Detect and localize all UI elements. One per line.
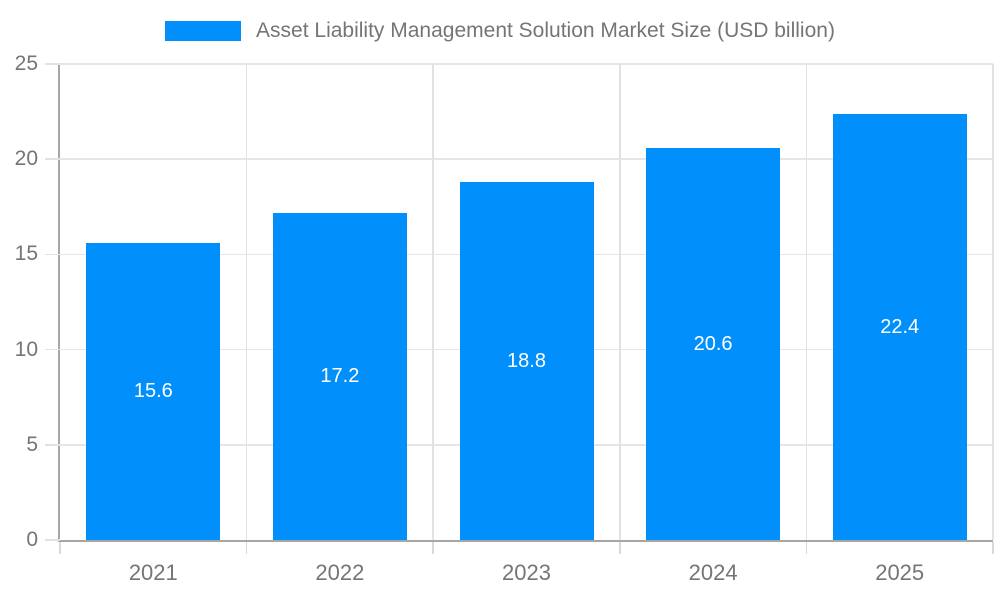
y-tick: [45, 158, 60, 160]
legend-swatch: [165, 21, 242, 41]
y-tick-label: 0: [26, 528, 38, 551]
x-gridline: [245, 64, 248, 540]
y-tick-label: 20: [14, 147, 38, 171]
y-tick-label: 15: [14, 242, 38, 266]
x-tick-label: 2022: [315, 560, 365, 585]
y-tick: [45, 348, 60, 351]
bar-2021[interactable]: [86, 242, 221, 540]
y-tick-label: 5: [26, 432, 38, 456]
y-tick: [45, 253, 60, 256]
x-tick: [245, 542, 248, 554]
x-tick-label: 2025: [875, 560, 925, 585]
bar-value-label: 17.2: [320, 365, 360, 388]
plot-area: 0 5 10 15 20 25 15.6 2021 17.2 2022 18.8 2023 20.6 20…: [15, 52, 994, 585]
x-tick-label: 2021: [128, 560, 178, 585]
y-tick: [45, 539, 60, 541]
x-tick: [992, 542, 994, 554]
x-tick-label: 2024: [688, 560, 738, 585]
y-tick: [45, 63, 60, 65]
bar-2022[interactable]: [272, 212, 407, 540]
x-gridline: [805, 64, 808, 540]
bar-value-label: 22.4: [880, 315, 920, 338]
x-gridline: [432, 64, 434, 540]
y-gridline: [60, 63, 993, 65]
bar-value-label: 18.8: [507, 350, 546, 373]
x-axis-line: [58, 540, 993, 542]
x-gridline: [992, 64, 994, 540]
chart-legend[interactable]: Asset Liability Management Solution Mark…: [0, 19, 1000, 43]
y-tick-label: 25: [14, 52, 38, 75]
y-tick: [45, 444, 60, 446]
bar-value-label: 20.6: [693, 332, 733, 355]
x-tick: [619, 542, 621, 554]
bar-2024[interactable]: [646, 147, 781, 540]
x-tick: [59, 542, 61, 554]
x-gridline: [619, 64, 621, 540]
bar-2023[interactable]: [459, 182, 594, 540]
bar-2025[interactable]: [832, 113, 967, 540]
bar-value-label: 15.6: [133, 380, 173, 403]
x-tick: [432, 542, 434, 554]
y-axis-line: [58, 64, 60, 542]
y-tick-label: 10: [14, 337, 38, 361]
x-tick: [805, 542, 808, 554]
x-tick-label: 2023: [502, 560, 551, 585]
legend-label: Asset Liability Management Solution Mark…: [256, 19, 835, 42]
y-gridline: [60, 158, 993, 160]
